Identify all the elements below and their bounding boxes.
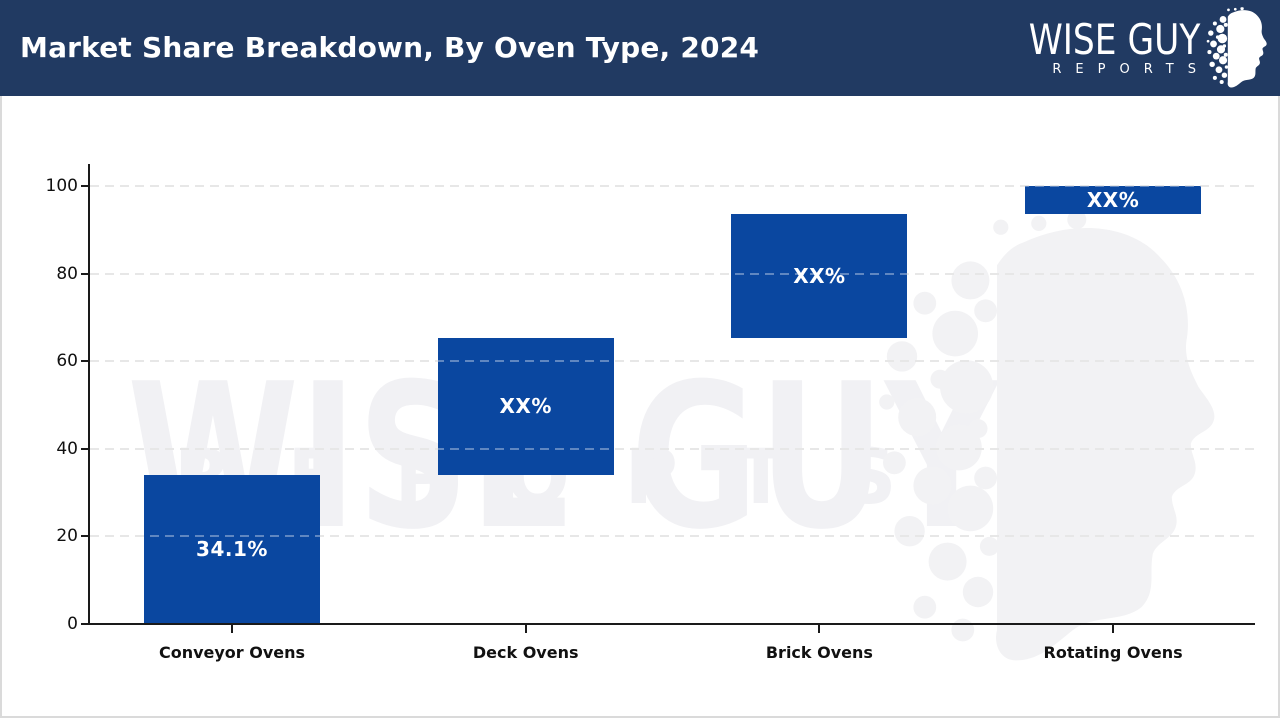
gridline-60 bbox=[90, 360, 1255, 363]
y-axis-tick-80 bbox=[81, 272, 89, 275]
brand-name: WISE GUY bbox=[1028, 15, 1200, 64]
x-axis-label-brick-ovens: Brick Ovens bbox=[765, 643, 873, 662]
x-axis-tick-rotating-ovens bbox=[1112, 625, 1115, 633]
gridline-20 bbox=[90, 535, 1255, 538]
wiseguy-face-icon bbox=[1204, 7, 1272, 89]
y-axis-label-40: 40 bbox=[56, 438, 78, 459]
gridline-overlay-40 bbox=[90, 447, 1255, 450]
bar-deck-ovens: XX% bbox=[437, 337, 614, 475]
waterfall-chart: WISE GUY REPORTS 0 20 40 60 80 100 34.1% Convey… bbox=[2, 96, 1278, 716]
bar-value-label-conveyor-ovens: 34.1% bbox=[196, 537, 268, 562]
x-axis-tick-conveyor-ovens bbox=[231, 625, 233, 633]
y-axis-label-60: 60 bbox=[56, 351, 78, 372]
brand-logo: WISE GUY REPORTS bbox=[991, 0, 1272, 96]
x-axis-tick-brick-ovens bbox=[818, 625, 821, 633]
gridline-100 bbox=[90, 185, 1255, 187]
brand-logo-text: WISE GUY REPORTS bbox=[991, 15, 1200, 78]
bar-value-label-brick-ovens: XX% bbox=[793, 264, 846, 289]
gridline-overlay-60 bbox=[90, 360, 1255, 363]
gridline-overlay-20 bbox=[90, 535, 1255, 538]
bar-conveyor-ovens: 34.1% bbox=[144, 474, 320, 624]
y-axis-label-80: 80 bbox=[56, 263, 78, 284]
x-axis-line bbox=[88, 623, 1255, 625]
bar-rotating-ovens: XX% bbox=[1025, 186, 1202, 215]
bar-brick-ovens: XX% bbox=[731, 214, 908, 338]
bar-value-label-deck-ovens: XX% bbox=[499, 394, 552, 419]
y-axis-label-20: 20 bbox=[56, 526, 78, 547]
header: Market Share Breakdown, By Oven Type, 20… bbox=[0, 0, 1280, 96]
y-axis-label-100: 100 bbox=[45, 176, 78, 196]
y-axis-line bbox=[88, 164, 90, 624]
x-axis-label-rotating-ovens: Rotating Ovens bbox=[1043, 643, 1183, 662]
y-axis-tick-100 bbox=[81, 185, 89, 187]
bar-value-label-rotating-ovens: XX% bbox=[1086, 188, 1140, 213]
gridline-40 bbox=[90, 447, 1255, 450]
watermark-face-icon bbox=[864, 212, 1244, 668]
y-axis-tick-40 bbox=[81, 447, 89, 450]
page-title: Market Share Breakdown, By Oven Type, 20… bbox=[20, 31, 760, 64]
x-axis-tick-deck-ovens bbox=[524, 625, 527, 633]
y-axis-tick-60 bbox=[81, 360, 89, 363]
gridline-overlay-80 bbox=[90, 272, 1255, 275]
x-axis-label-deck-ovens: Deck Ovens bbox=[472, 643, 579, 662]
gridline-80 bbox=[90, 272, 1255, 275]
brand-subtitle: REPORTS bbox=[1052, 62, 1210, 77]
y-axis-label-0: 0 bbox=[67, 614, 78, 634]
y-axis-tick-0 bbox=[81, 623, 89, 625]
gridline-overlay-100 bbox=[90, 185, 1255, 187]
x-axis-label-conveyor-ovens: Conveyor Ovens bbox=[158, 643, 306, 662]
y-axis-tick-20 bbox=[81, 535, 89, 538]
